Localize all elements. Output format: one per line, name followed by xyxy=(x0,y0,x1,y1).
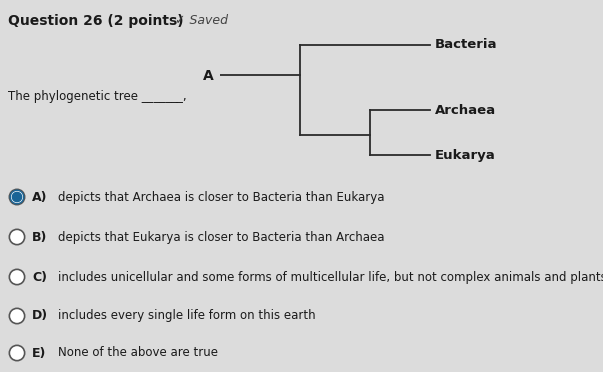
Text: Bacteria: Bacteria xyxy=(435,38,497,51)
Text: includes every single life form on this earth: includes every single life form on this … xyxy=(58,310,315,323)
Text: includes unicellular and some forms of multicellular life, but not complex anima: includes unicellular and some forms of m… xyxy=(58,270,603,283)
Circle shape xyxy=(10,189,25,205)
Circle shape xyxy=(10,345,25,360)
Text: E): E) xyxy=(32,346,46,359)
Text: Eukarya: Eukarya xyxy=(435,148,496,161)
Text: A): A) xyxy=(32,190,48,203)
Text: A: A xyxy=(203,69,213,83)
Text: Question 26 (2 points): Question 26 (2 points) xyxy=(8,14,184,28)
Text: Archaea: Archaea xyxy=(435,103,496,116)
Text: D): D) xyxy=(32,310,48,323)
Text: depicts that Eukarya is closer to Bacteria than Archaea: depicts that Eukarya is closer to Bacter… xyxy=(58,231,385,244)
Text: C): C) xyxy=(32,270,47,283)
Circle shape xyxy=(12,192,22,202)
Text: B): B) xyxy=(32,231,48,244)
Text: The phylogenetic tree _______,: The phylogenetic tree _______, xyxy=(8,90,186,103)
Text: None of the above are true: None of the above are true xyxy=(58,346,218,359)
Text: depicts that Archaea is closer to Bacteria than Eukarya: depicts that Archaea is closer to Bacter… xyxy=(58,190,385,203)
Text: ✓ Saved: ✓ Saved xyxy=(175,14,228,27)
Circle shape xyxy=(10,230,25,245)
Circle shape xyxy=(10,308,25,324)
Circle shape xyxy=(10,269,25,285)
